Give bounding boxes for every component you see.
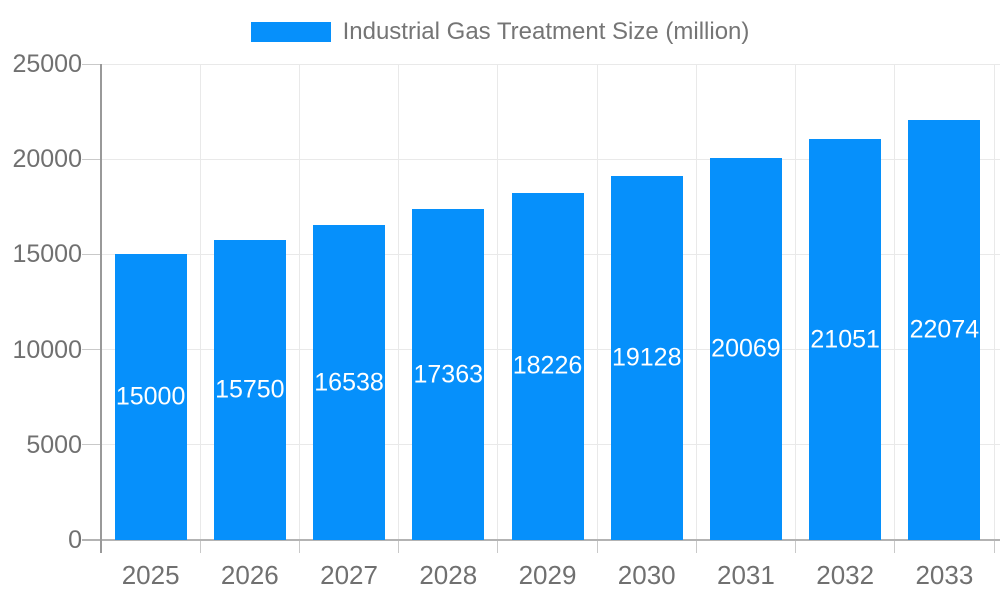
x-tick	[596, 540, 598, 553]
x-tick	[695, 540, 697, 553]
y-tick	[82, 158, 101, 160]
legend-item[interactable]: Industrial Gas Treatment Size (million)	[0, 18, 1000, 46]
v-gridline	[894, 64, 896, 540]
x-tick	[497, 540, 499, 553]
x-tick	[398, 540, 400, 553]
bar-value-label: 15000	[115, 382, 186, 411]
bar-value-label: 22074	[909, 315, 980, 344]
v-gridline	[199, 64, 201, 540]
bar-2029[interactable]: 18226	[511, 192, 584, 540]
bar-value-label: 16538	[314, 368, 384, 397]
x-axis-label: 2030	[617, 560, 676, 590]
bar-value-label: 15750	[215, 375, 285, 404]
x-axis-label: 2026	[220, 560, 279, 590]
bar-2030[interactable]: 19128	[610, 175, 683, 540]
x-axis-label: 2032	[816, 560, 875, 590]
bar-2025[interactable]: 15000	[114, 254, 187, 540]
bar-value-label: 17363	[413, 360, 484, 389]
bar-value-label: 20069	[711, 334, 781, 363]
bar-value-label: 19128	[611, 343, 682, 372]
bar-2026[interactable]: 15750	[213, 240, 286, 540]
v-gridline	[695, 64, 697, 540]
y-tick	[82, 253, 101, 255]
x-axis-line	[82, 539, 1000, 541]
x-axis-label: 2029	[518, 560, 577, 590]
plot-area: 0 5000 10000 15000 20000 25000 15000 2025 15750 2…	[12, 50, 1000, 590]
y-axis-label: 5000	[26, 430, 82, 459]
v-gridline	[993, 64, 995, 540]
x-tick	[298, 540, 300, 553]
y-axis-line	[100, 64, 102, 553]
bar-2027[interactable]: 16538	[313, 225, 386, 540]
y-axis-label: 20000	[12, 145, 82, 174]
bar-2031[interactable]: 20069	[709, 157, 782, 540]
bar-2033[interactable]: 22074	[908, 119, 981, 540]
bar-value-label: 18226	[512, 351, 583, 380]
x-tick	[894, 540, 896, 553]
y-tick	[82, 444, 101, 446]
h-gridline	[101, 158, 1000, 160]
y-tick	[82, 63, 101, 65]
v-gridline	[596, 64, 598, 540]
y-tick	[82, 349, 101, 351]
y-axis-label: 15000	[12, 240, 82, 269]
v-gridline	[497, 64, 499, 540]
legend-label: Industrial Gas Treatment Size (million)	[342, 18, 750, 45]
v-gridline	[795, 64, 797, 540]
y-axis-label: 0	[68, 526, 82, 554]
legend-swatch-icon	[250, 22, 331, 42]
x-axis-label: 2025	[121, 560, 180, 590]
x-axis-label: 2033	[915, 560, 974, 590]
bar-2032[interactable]: 21051	[809, 139, 882, 540]
y-axis-label: 10000	[12, 335, 82, 364]
x-tick	[199, 540, 201, 553]
v-gridline	[398, 64, 400, 540]
h-gridline	[101, 63, 1000, 65]
x-axis-label: 2027	[320, 560, 378, 590]
x-tick	[993, 540, 995, 553]
x-axis-label: 2031	[717, 560, 775, 590]
v-gridline	[298, 64, 300, 540]
bar-value-label: 21051	[810, 325, 880, 354]
x-tick	[795, 540, 797, 553]
y-axis-label: 25000	[12, 50, 82, 78]
bar-2028[interactable]: 17363	[412, 209, 485, 540]
x-axis-label: 2028	[419, 560, 478, 590]
